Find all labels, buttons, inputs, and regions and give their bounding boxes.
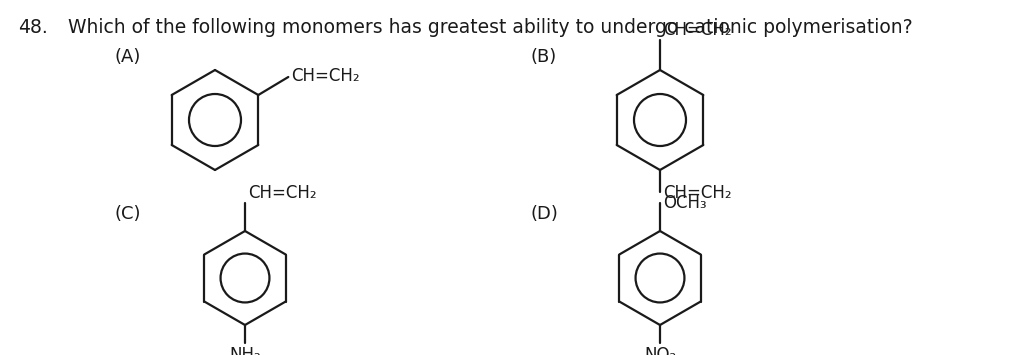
Text: (B): (B): [530, 48, 556, 66]
Text: NH₂: NH₂: [229, 346, 261, 355]
Text: CH=CH₂: CH=CH₂: [291, 67, 359, 85]
Text: OCH₃: OCH₃: [663, 194, 707, 212]
Text: CH=CH₂: CH=CH₂: [663, 184, 731, 202]
Text: CH=CH₂: CH=CH₂: [663, 21, 731, 39]
Text: 48.: 48.: [18, 18, 48, 37]
Text: (A): (A): [115, 48, 141, 66]
Text: NO₂: NO₂: [644, 346, 676, 355]
Text: (D): (D): [530, 205, 558, 223]
Text: CH=CH₂: CH=CH₂: [248, 184, 316, 202]
Text: (C): (C): [115, 205, 141, 223]
Text: Which of the following monomers has greatest ability to undergo cationic polymer: Which of the following monomers has grea…: [68, 18, 912, 37]
